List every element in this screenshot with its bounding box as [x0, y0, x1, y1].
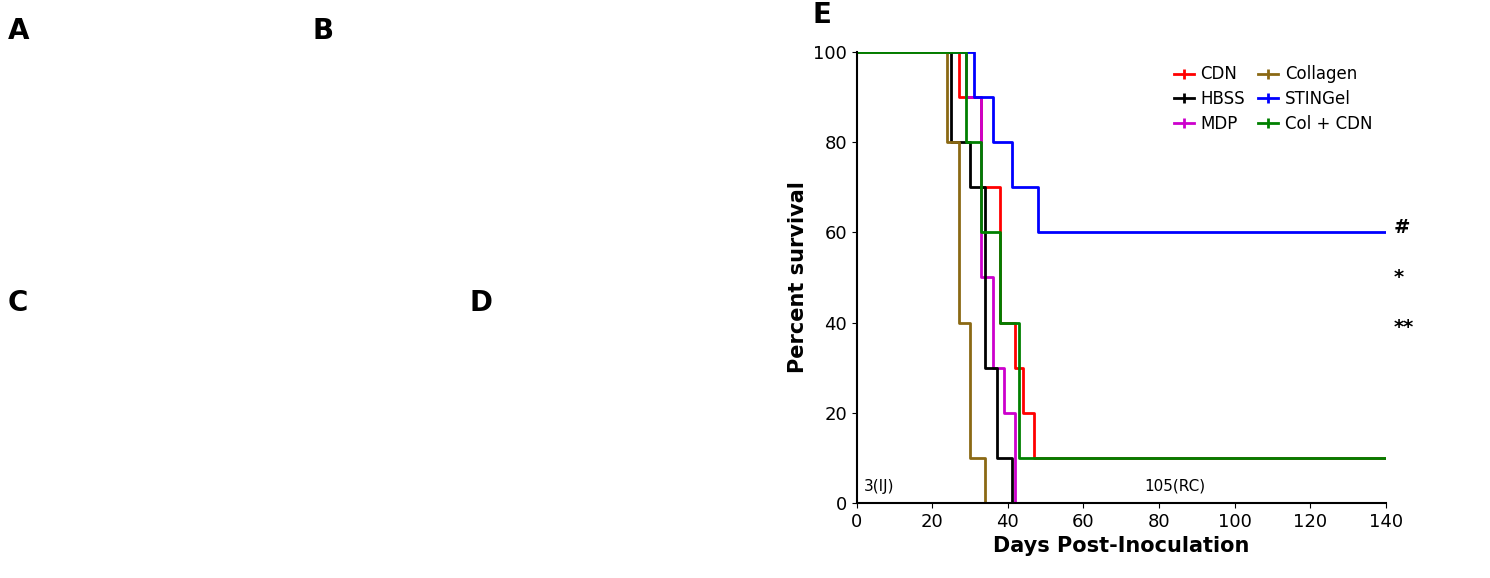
Text: E: E: [812, 1, 831, 29]
Text: *: *: [1393, 268, 1404, 287]
Text: 3(IJ): 3(IJ): [864, 479, 895, 494]
Text: D: D: [469, 289, 492, 317]
Text: 105(RC): 105(RC): [1144, 479, 1205, 494]
Text: B: B: [313, 17, 334, 45]
Text: C: C: [7, 289, 28, 317]
Text: A: A: [7, 17, 28, 45]
X-axis label: Days Post-Inoculation: Days Post-Inoculation: [992, 536, 1250, 556]
Legend: CDN, HBSS, MDP, Collagen, STINGel, Col + CDN: CDN, HBSS, MDP, Collagen, STINGel, Col +…: [1168, 60, 1377, 138]
Text: **: **: [1393, 317, 1414, 336]
Text: #: #: [1393, 218, 1410, 238]
Y-axis label: Percent survival: Percent survival: [788, 181, 808, 373]
